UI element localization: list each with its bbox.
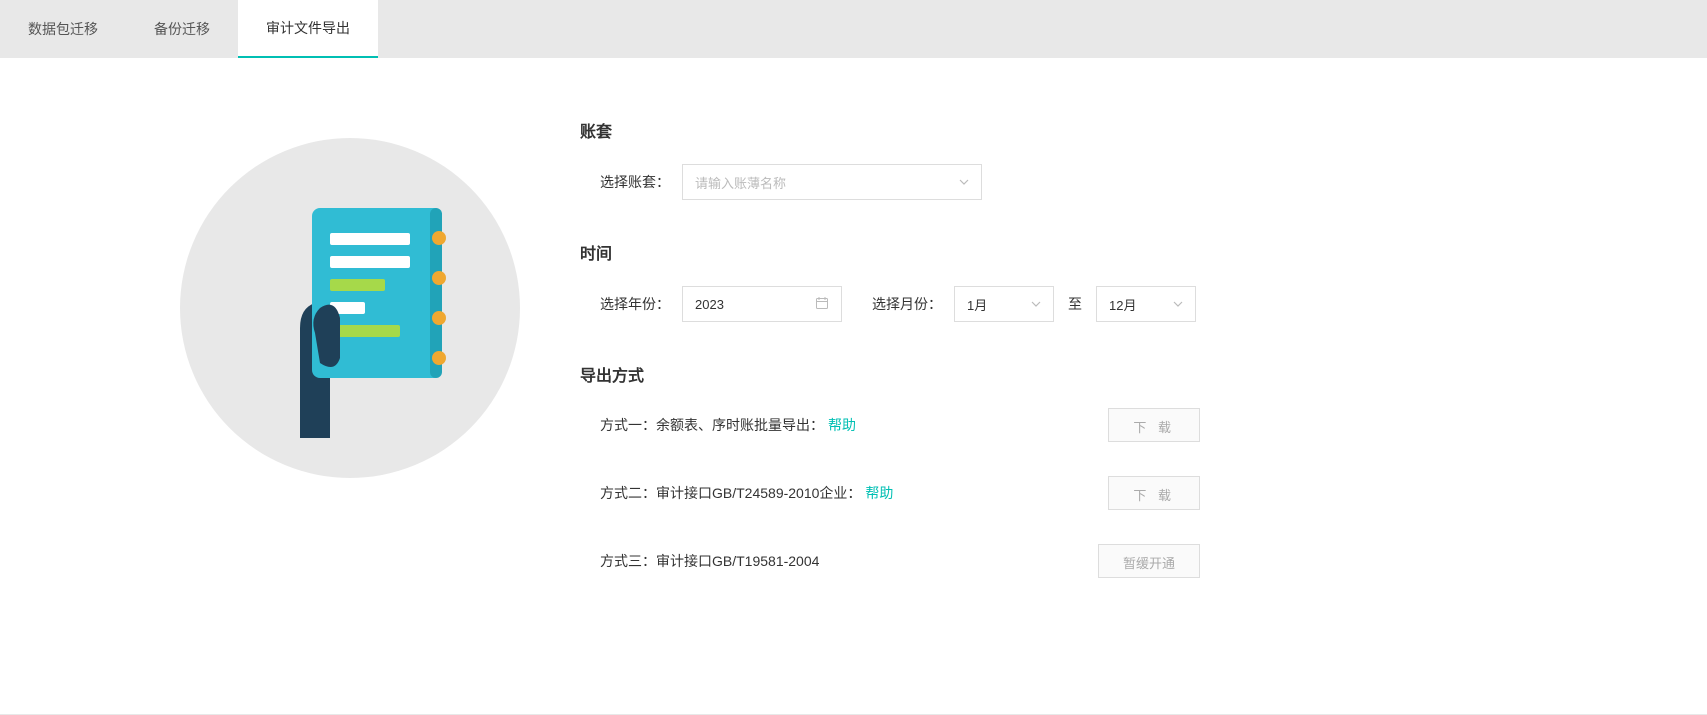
tab-backup-migration[interactable]: 备份迁移 — [126, 0, 238, 58]
tab-audit-export[interactable]: 审计文件导出 — [238, 0, 378, 58]
method-3-prefix: 方式三： — [600, 553, 656, 569]
chevron-down-icon — [1173, 299, 1183, 310]
section-title-time: 时间 — [580, 240, 1647, 264]
method-2-desc: 审计接口GB/T24589-2010企业： — [656, 485, 861, 501]
label-select-year: 选择年份： — [600, 294, 670, 314]
select-year[interactable]: 2023 — [682, 286, 842, 322]
illustration-circle — [180, 138, 520, 478]
chevron-down-icon — [959, 177, 969, 188]
method-1-prefix: 方式一： — [600, 417, 656, 433]
select-account[interactable]: 请输入账薄名称 — [682, 164, 982, 200]
form-panel: 账套 选择账套： 请输入账薄名称 时间 选择年份： — [580, 108, 1647, 664]
method-3-desc: 审计接口GB/T19581-2004 — [656, 553, 819, 569]
illustration-panel — [60, 108, 520, 664]
label-select-account: 选择账套： — [600, 172, 670, 192]
select-month-to[interactable]: 12月 — [1096, 286, 1196, 322]
month-from-value: 1月 — [967, 295, 987, 314]
method-row-1: 方式一：余额表、序时账批量导出：帮助 下 载 — [580, 408, 1200, 442]
calendar-icon — [815, 296, 829, 313]
month-separator: 至 — [1068, 294, 1082, 314]
label-select-month: 选择月份： — [872, 294, 942, 314]
section-time: 时间 选择年份： 2023 — [580, 240, 1647, 322]
help-link-2[interactable]: 帮助 — [865, 485, 893, 501]
download-button-1[interactable]: 下 载 — [1108, 408, 1200, 442]
year-value: 2023 — [695, 297, 724, 312]
section-title-export: 导出方式 — [580, 362, 1647, 386]
method-row-3: 方式三：审计接口GB/T19581-2004 暂缓开通 — [580, 544, 1200, 578]
select-month-from[interactable]: 1月 — [954, 286, 1054, 322]
chevron-down-icon — [1031, 299, 1041, 310]
tabs-bar: 数据包迁移 备份迁移 审计文件导出 — [0, 0, 1707, 58]
download-button-2[interactable]: 下 载 — [1108, 476, 1200, 510]
method-row-2: 方式二：审计接口GB/T24589-2010企业：帮助 下 载 — [580, 476, 1200, 510]
notebook-hand-icon — [240, 178, 460, 438]
tab-data-migration[interactable]: 数据包迁移 — [0, 0, 126, 58]
pending-button-3[interactable]: 暂缓开通 — [1098, 544, 1200, 578]
section-title-account: 账套 — [580, 118, 1647, 142]
section-account: 账套 选择账套： 请输入账薄名称 — [580, 118, 1647, 200]
section-export: 导出方式 方式一：余额表、序时账批量导出：帮助 下 载 方式二：审计接口GB/T… — [580, 362, 1647, 578]
method-2-prefix: 方式二： — [600, 485, 656, 501]
method-1-desc: 余额表、序时账批量导出： — [656, 417, 824, 433]
help-link-1[interactable]: 帮助 — [828, 417, 856, 433]
select-account-placeholder: 请输入账薄名称 — [695, 173, 786, 192]
month-to-value: 12月 — [1109, 295, 1136, 314]
content-area: 账套 选择账套： 请输入账薄名称 时间 选择年份： — [0, 58, 1707, 714]
